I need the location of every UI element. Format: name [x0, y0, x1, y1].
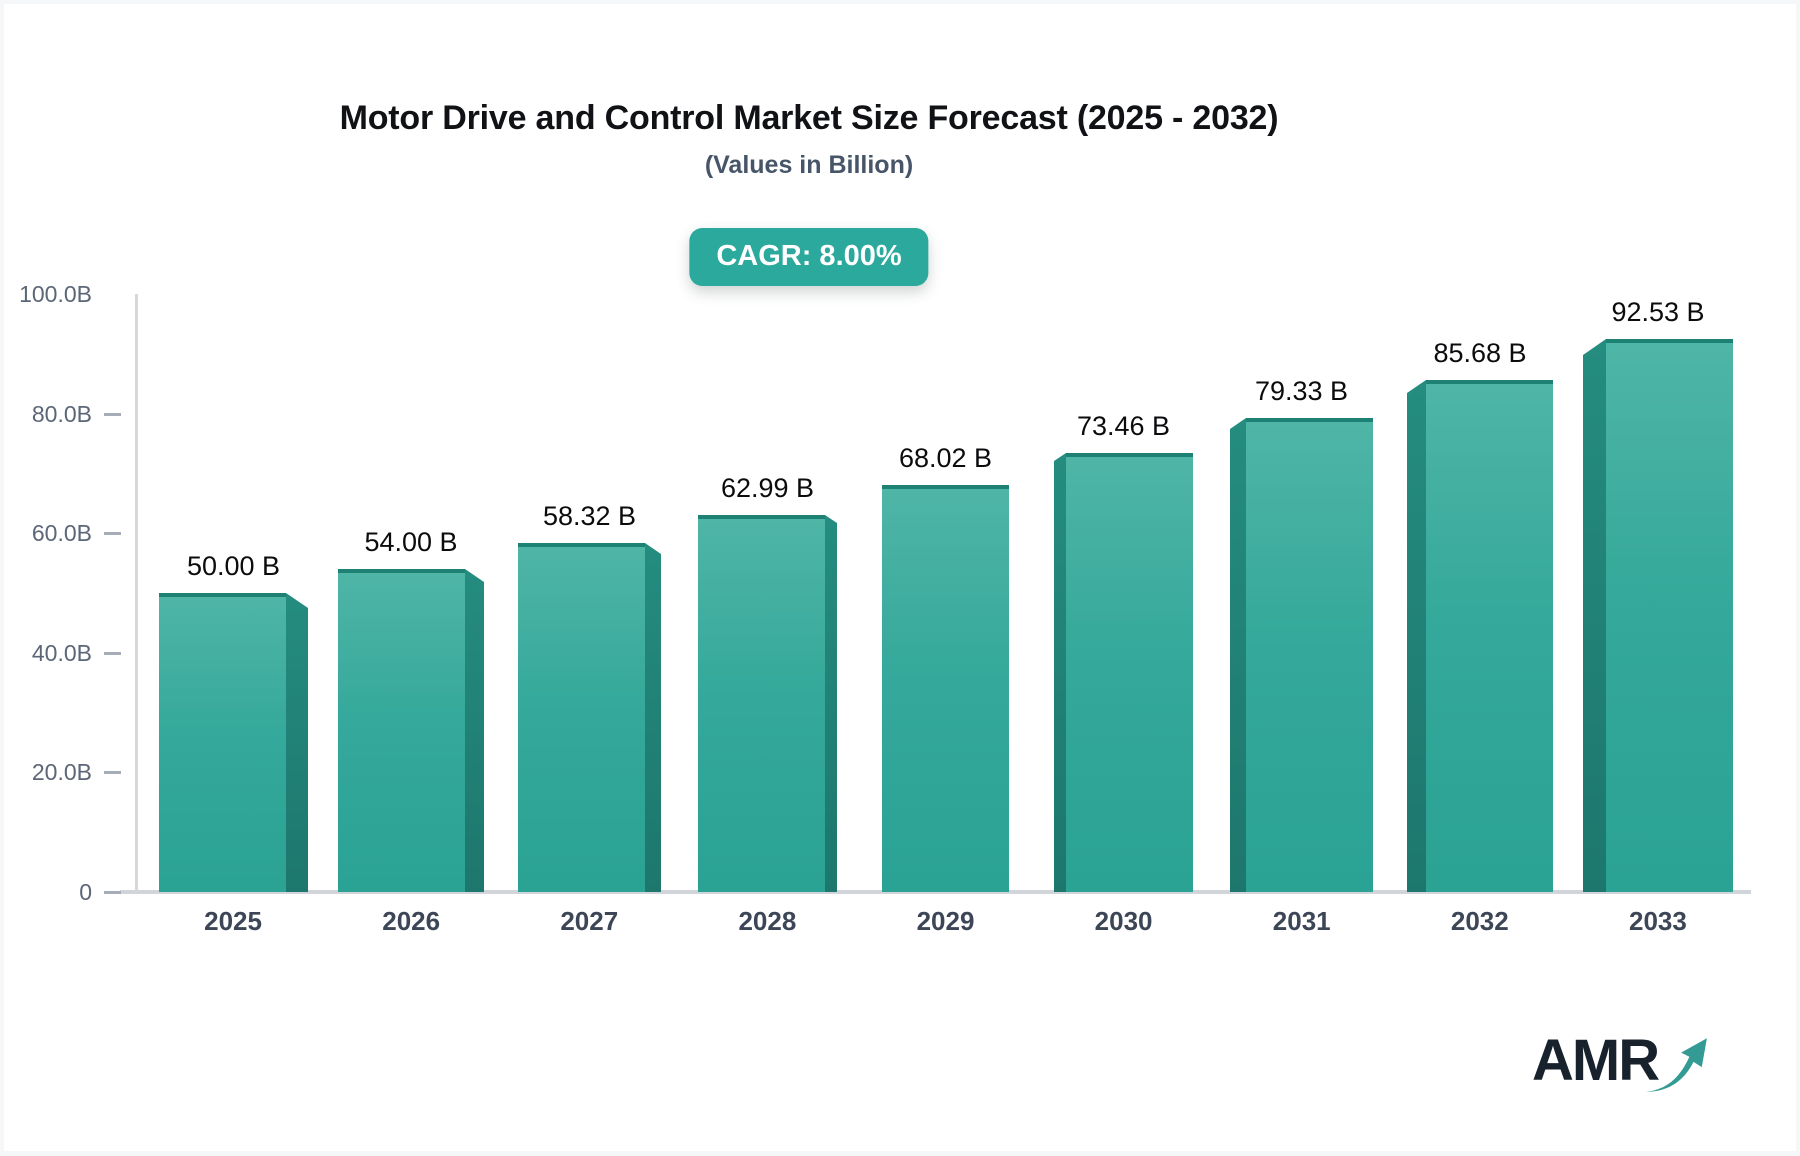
- bar-2025: [159, 593, 308, 892]
- bar-side-3d: [1230, 418, 1246, 892]
- amr-logo-text: AMR: [1532, 1028, 1660, 1093]
- bar-value-label: 68.02 B: [898, 443, 993, 473]
- x-axis-label-2031: 2031: [1272, 906, 1331, 936]
- y-axis-tick-label: 20.0B: [31, 759, 92, 786]
- x-axis-label-2029: 2029: [916, 906, 975, 936]
- y-axis-tick-mark: [104, 771, 121, 775]
- cagr-badge: CAGR: 8.00%: [689, 228, 929, 286]
- bar-2031: [1230, 418, 1373, 892]
- bar-value-label: 58.32 B: [542, 501, 637, 531]
- bar-side-3d: [825, 515, 837, 892]
- y-axis-tick-mark: [104, 412, 121, 416]
- x-axis-line: [120, 890, 1751, 894]
- y-axis-line: [135, 294, 138, 892]
- x-axis-label-2026: 2026: [382, 906, 441, 936]
- bar-face: [698, 515, 825, 892]
- bar-2032: [1407, 380, 1553, 892]
- bar-side-3d: [645, 543, 661, 892]
- bar-value-label: 73.46 B: [1076, 411, 1171, 441]
- bar-face: [882, 485, 1009, 892]
- y-axis-tick-mark: [104, 651, 121, 655]
- amr-logo: AMR: [1532, 1030, 1710, 1098]
- x-axis-label-2030: 2030: [1094, 906, 1153, 936]
- x-axis-label-2033: 2033: [1629, 906, 1687, 936]
- bar-face: [518, 543, 645, 892]
- bar-value-label: 62.99 B: [720, 473, 815, 503]
- y-axis-tick-label: 60.0B: [31, 520, 92, 547]
- bar-2033: [1583, 339, 1733, 892]
- bar-face: [1426, 380, 1553, 892]
- bar-2030: [1054, 453, 1193, 892]
- bar-face: [159, 593, 286, 892]
- bar-2029: [882, 485, 1009, 892]
- bar-value-label: 85.68 B: [1433, 338, 1527, 368]
- bar-side-3d: [465, 569, 484, 892]
- bar-side-3d: [1407, 380, 1426, 892]
- y-axis-tick-mark: [104, 891, 121, 894]
- y-axis-tick-label: 40.0B: [31, 639, 92, 666]
- bar-face: [1066, 453, 1193, 892]
- bar-side-3d: [1054, 453, 1066, 892]
- bar-face: [338, 569, 465, 892]
- x-axis-label-2027: 2027: [560, 906, 619, 936]
- bar-2027: [518, 543, 661, 892]
- bar-face: [1606, 339, 1733, 892]
- bar-2026: [338, 569, 484, 892]
- x-axis-label-2025: 2025: [204, 906, 262, 936]
- bar-side-3d: [1583, 339, 1606, 892]
- bar-face: [1246, 418, 1373, 892]
- chart-title: Motor Drive and Control Market Size Fore…: [339, 99, 1279, 137]
- y-axis-tick-label: 80.0B: [31, 400, 92, 427]
- bar-value-label: 92.53 B: [1611, 297, 1705, 327]
- y-axis-tick-mark: [104, 532, 121, 536]
- bar-value-label: 79.33 B: [1254, 376, 1349, 406]
- chart-subtitle: (Values in Billion): [704, 151, 914, 179]
- bar-2028: [698, 515, 837, 892]
- y-axis-tick-label: 0: [79, 879, 92, 905]
- bar-value-label: 50.00 B: [186, 551, 281, 581]
- y-axis-tick-label: 100.0B: [19, 281, 92, 307]
- bar-side-3d: [286, 593, 308, 892]
- chart-card: Motor Drive and Control Market Size Fore…: [4, 4, 1796, 1151]
- x-axis-label-2028: 2028: [738, 906, 797, 936]
- x-axis-label-2032: 2032: [1450, 906, 1509, 936]
- growth-arrow-icon: [1646, 1038, 1707, 1092]
- bar-value-label: 54.00 B: [364, 527, 458, 557]
